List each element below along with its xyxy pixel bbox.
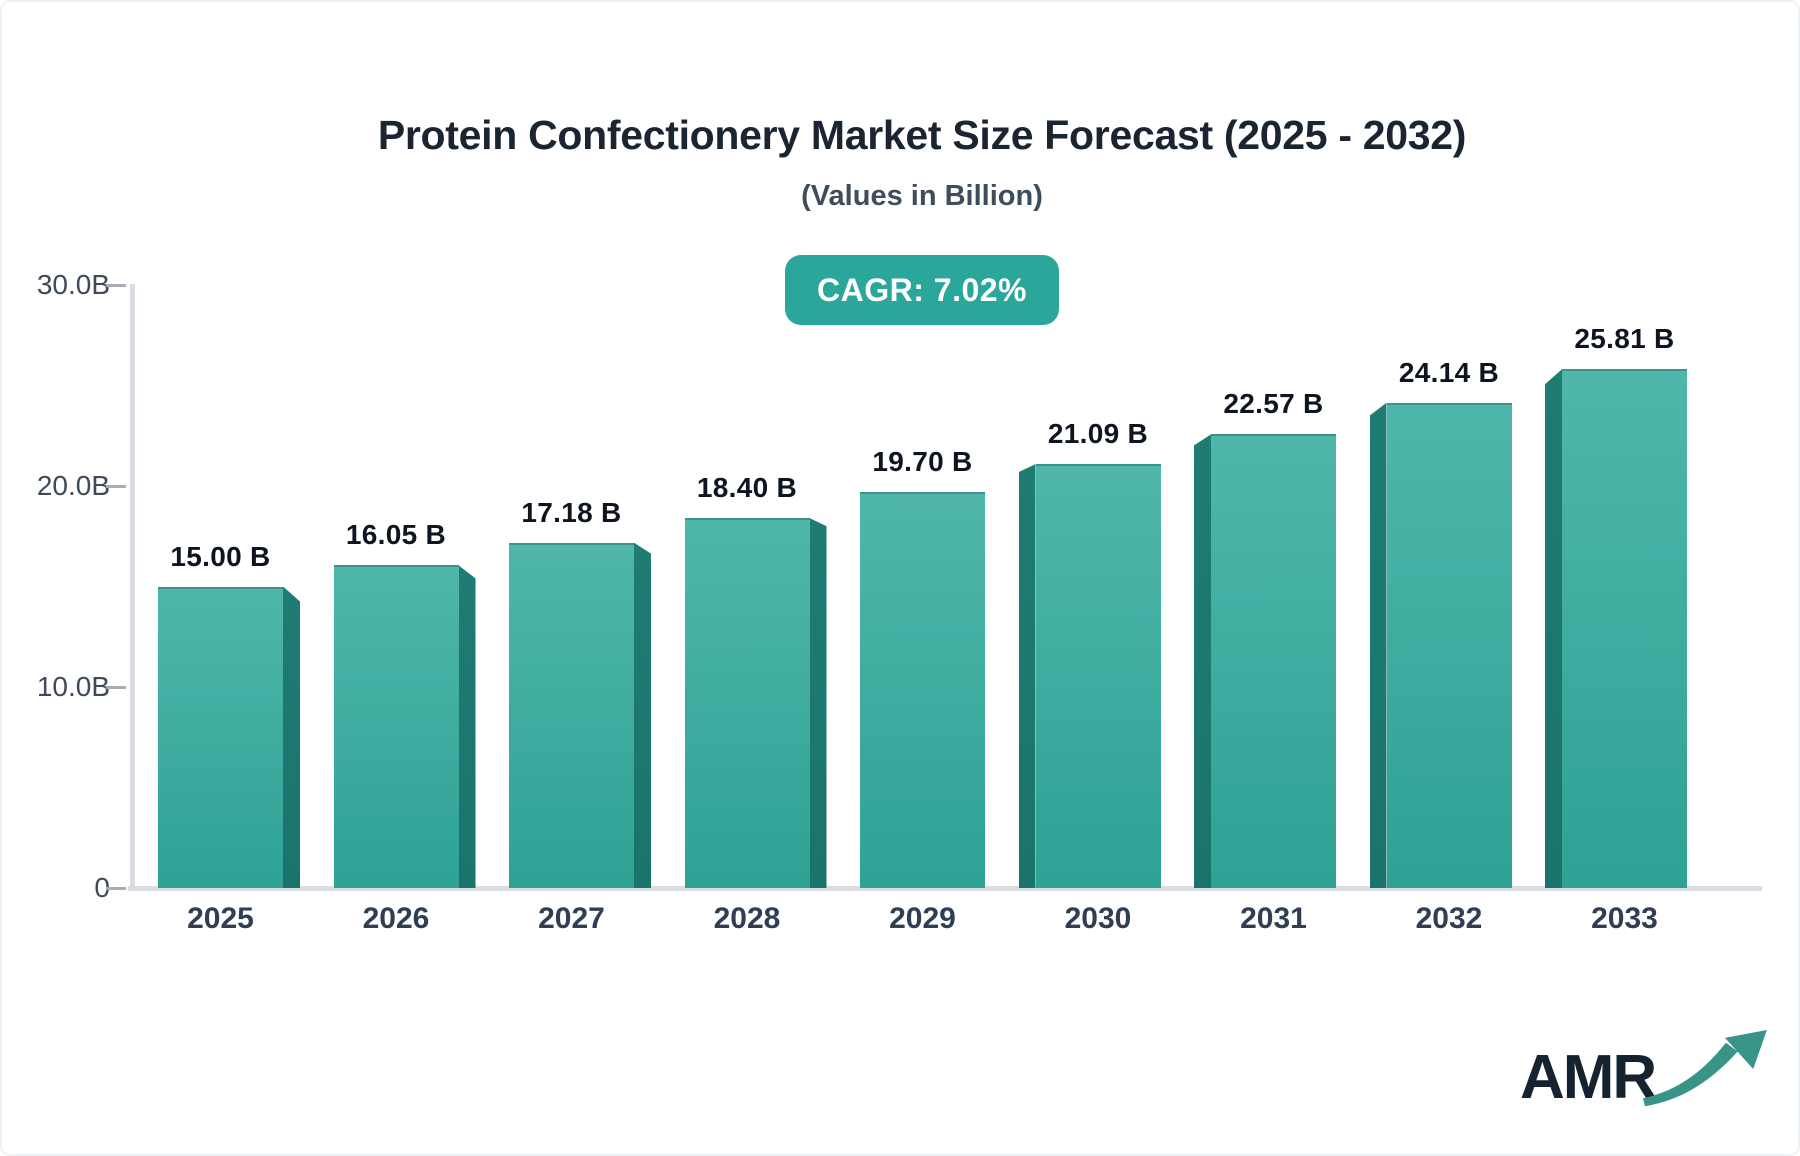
x-axis-label-2025: 2025	[187, 902, 254, 935]
x-axis-label-2030: 2030	[1064, 902, 1132, 935]
bar-face-2031	[1211, 434, 1336, 888]
bar-value-label-2033: 25.81 B	[1574, 323, 1675, 355]
bar-face-2026	[333, 565, 459, 888]
y-axis-tick-label: 0	[94, 872, 110, 903]
y-axis-tick-mark	[106, 686, 126, 689]
x-axis-label-2031: 2031	[1240, 902, 1307, 935]
y-axis-tick-label: 20.0B	[36, 470, 110, 501]
bar-2025	[158, 586, 300, 888]
bar-face-2029	[860, 492, 985, 888]
y-axis-tick-mark	[106, 485, 126, 488]
bar-3d-side-2031	[1194, 434, 1211, 888]
x-axis-label-2026: 2026	[362, 902, 430, 935]
bar-2032	[1369, 402, 1512, 888]
bar-3d-side-2027	[634, 542, 651, 888]
y-axis-tick-label: 10.0B	[36, 671, 110, 702]
x-axis-label-2032: 2032	[1415, 902, 1483, 935]
chart-title: Protein Confectionery Market Size Foreca…	[377, 112, 1467, 158]
growth-arrow-icon	[1643, 1030, 1768, 1107]
x-axis-label-2029: 2029	[889, 902, 956, 935]
bar-3d-side-2026	[458, 565, 476, 888]
bar-value-label-2031: 22.57 B	[1223, 388, 1324, 420]
bar-face-2025	[158, 586, 283, 888]
bar-value-label-2026: 16.05 B	[345, 519, 447, 551]
bar-value-label-2029: 19.70 B	[872, 446, 973, 478]
bar-2033	[1545, 369, 1687, 888]
amr-logo: AMR	[1520, 1028, 1770, 1128]
x-axis-label-2027: 2027	[538, 902, 605, 935]
bar-3d-side-2028	[809, 518, 827, 888]
bar-2026	[333, 565, 476, 888]
bar-2030	[1018, 464, 1161, 888]
growth-arrow-head	[1725, 1030, 1768, 1070]
bar-3d-side-2030	[1018, 464, 1036, 888]
bar-face-2028	[684, 518, 810, 888]
bar-value-label-2028: 18.40 B	[696, 472, 798, 504]
y-axis-tick-mark	[106, 887, 126, 890]
x-axis-label-2033: 2033	[1591, 902, 1658, 935]
chart-subtitle: (Values in Billion)	[801, 180, 1043, 212]
y-axis-line	[130, 284, 135, 890]
bar-3d-side-2032	[1369, 402, 1387, 888]
bar-value-label-2030: 21.09 B	[1047, 418, 1149, 450]
growth-arrow-tail	[1643, 1042, 1738, 1107]
amr-logo-text: AMR	[1520, 1043, 1657, 1112]
bar-face-2030	[1035, 464, 1161, 888]
x-axis-baseline	[128, 886, 1762, 891]
bar-3d-side-2033	[1545, 369, 1562, 888]
bar-2029	[860, 492, 985, 888]
bar-2027	[509, 542, 651, 888]
x-axis-label-2028: 2028	[713, 902, 781, 935]
bar-value-label-2025: 15.00 B	[170, 540, 271, 572]
bar-face-2027	[509, 542, 634, 888]
bar-face-2032	[1386, 402, 1512, 888]
y-axis-tick-label: 30.0B	[36, 269, 110, 300]
bar-face-2033	[1562, 369, 1687, 888]
bar-2031	[1194, 434, 1336, 888]
bar-2028	[684, 518, 827, 888]
bar-3d-side-2025	[283, 586, 300, 888]
cagr-badge: CAGR: 7.02%	[785, 255, 1059, 325]
y-axis-tick-mark	[106, 284, 126, 287]
bar-value-label-2027: 17.18 B	[521, 496, 622, 528]
bar-value-label-2032: 24.14 B	[1398, 356, 1500, 388]
